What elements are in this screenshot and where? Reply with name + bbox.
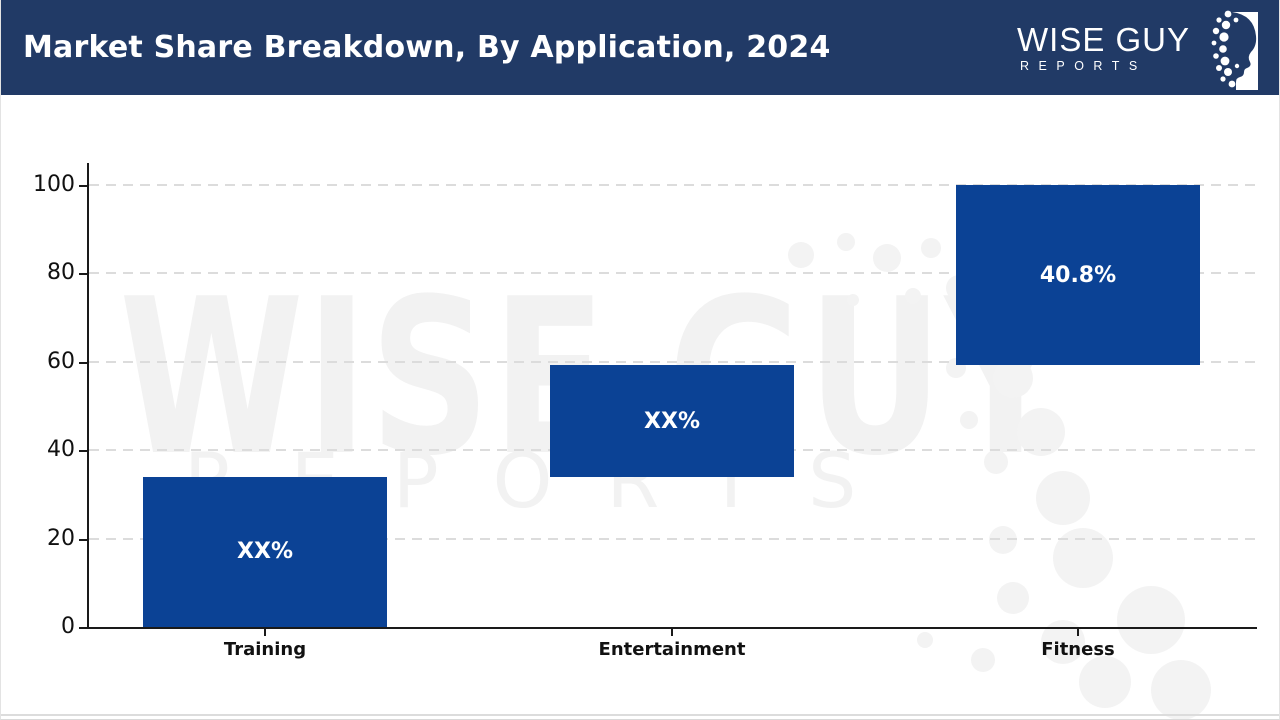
brand-logo-text: WISE GUY REPORTS [1017, 20, 1191, 74]
chart-title: Market Share Breakdown, By Application, … [23, 30, 831, 65]
bar-fitness: 40.8% [956, 185, 1200, 366]
y-tick-label-0: 0 [61, 614, 75, 639]
x-tick-training [264, 629, 266, 636]
gridline-80 [89, 272, 1257, 275]
y-tick-0 [79, 627, 87, 629]
brand-logo: WISE GUY REPORTS [1017, 6, 1267, 90]
x-category-label-fitness: Fitness [1041, 639, 1115, 660]
brand-subtitle: REPORTS [1020, 59, 1147, 74]
bar-value-label: XX% [237, 539, 293, 565]
x-category-label-training: Training [223, 639, 307, 660]
header-bar: Market Share Breakdown, By Application, … [1, 0, 1279, 95]
bar-entertainment: XX% [550, 365, 794, 477]
y-tick-40 [79, 450, 87, 453]
x-tick-entertainment [671, 629, 673, 636]
y-tick-label-60: 60 [47, 348, 75, 374]
y-tick-label-100: 100 [33, 172, 75, 197]
bar-value-label: XX% [644, 408, 700, 434]
gridline-100 [89, 184, 1257, 186]
x-tick-fitness [1077, 629, 1079, 636]
dotted-face-icon [1211, 10, 1259, 90]
y-tick-label-80: 80 [47, 260, 75, 286]
y-tick-label-20: 20 [47, 525, 75, 551]
x-category-label-entertainment: Entertainment [598, 639, 746, 660]
bar-value-label: 40.8% [1039, 262, 1117, 288]
gridline-60 [89, 360, 1257, 363]
x-axis [87, 627, 1257, 629]
y-tick-60 [79, 361, 87, 364]
y-tick-20 [79, 538, 87, 541]
y-tick-80 [79, 273, 87, 276]
y-tick-100 [79, 185, 87, 187]
gridline-20 [89, 537, 1257, 540]
bar-training: XX% [143, 476, 387, 627]
y-tick-label-40: 40 [47, 437, 75, 463]
bottom-divider [1, 714, 1279, 716]
y-axis [87, 163, 89, 629]
brand-name: WISE GUY [1017, 20, 1191, 58]
